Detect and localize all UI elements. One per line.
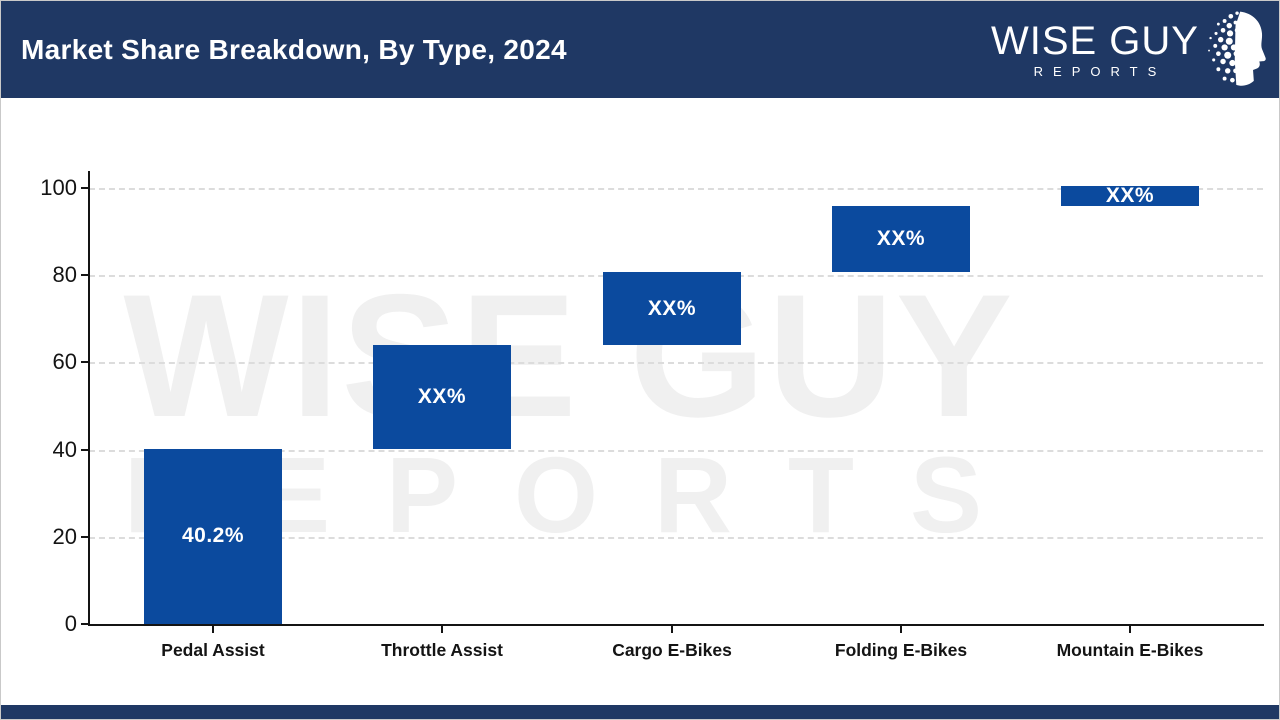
y-axis-tick-label: 20 [52,523,77,549]
waterfall-bar: XX% [373,344,511,449]
x-axis-tick [671,626,673,633]
wiseguy-logo: WISE GUY REPORTS [991,7,1269,91]
x-axis-tick [212,626,214,633]
page-title: Market Share Breakdown, By Type, 2024 [21,33,567,65]
bar-value-label: XX% [876,227,926,251]
bar-value-label: XX% [647,296,697,320]
gridline-20 [89,536,1263,539]
x-axis-tick [441,626,443,633]
y-axis-tick-label: 80 [52,262,77,288]
y-axis-tick [81,187,89,189]
x-axis-tick [1129,626,1131,633]
bar-value-label: XX% [417,384,467,408]
logo-subtitle: REPORTS [1033,64,1167,79]
y-axis-tick [81,361,89,364]
footer-bar [1,705,1279,719]
x-axis-category-label: Cargo E-Bikes [612,640,732,660]
logo-wordmark: WISE GUY [990,19,1199,63]
x-axis-category-label: Mountain E-Bikes [1056,640,1204,660]
y-axis-tick-label: 60 [52,349,77,375]
waterfall-bar: XX% [603,272,741,345]
waterfall-bar: 40.2% [144,448,282,624]
y-axis-tick-label: 100 [40,175,77,200]
x-axis-tick [900,626,902,633]
gridline-40 [89,449,1263,452]
waterfall-bar: XX% [832,206,970,273]
gridline-60 [89,362,1263,365]
y-axis-tick [81,448,89,451]
x-axis-category-label: Pedal Assist [161,640,265,660]
bar-value-label: XX% [1105,184,1155,208]
logo-head-icon [1208,11,1266,86]
gridline-100 [89,188,1263,190]
x-axis-category-label: Throttle Assist [381,640,503,660]
header-bar: Market Share Breakdown, By Type, 2024 WI… [1,1,1279,98]
logo-wordmark-block: WISE GUY REPORTS [991,19,1199,79]
x-axis-category-label: Folding E-Bikes [834,640,968,660]
y-axis-tick [81,274,89,277]
bar-value-label: 40.2% [181,524,245,548]
y-axis-tick-label: 40 [52,436,77,462]
x-axis-line [88,624,1264,626]
y-axis-tick [81,623,89,625]
y-axis-tick [81,535,89,538]
y-axis-tick-label: 0 [64,611,77,636]
y-axis-line [88,171,90,626]
waterfall-bar: XX% [1061,184,1199,208]
